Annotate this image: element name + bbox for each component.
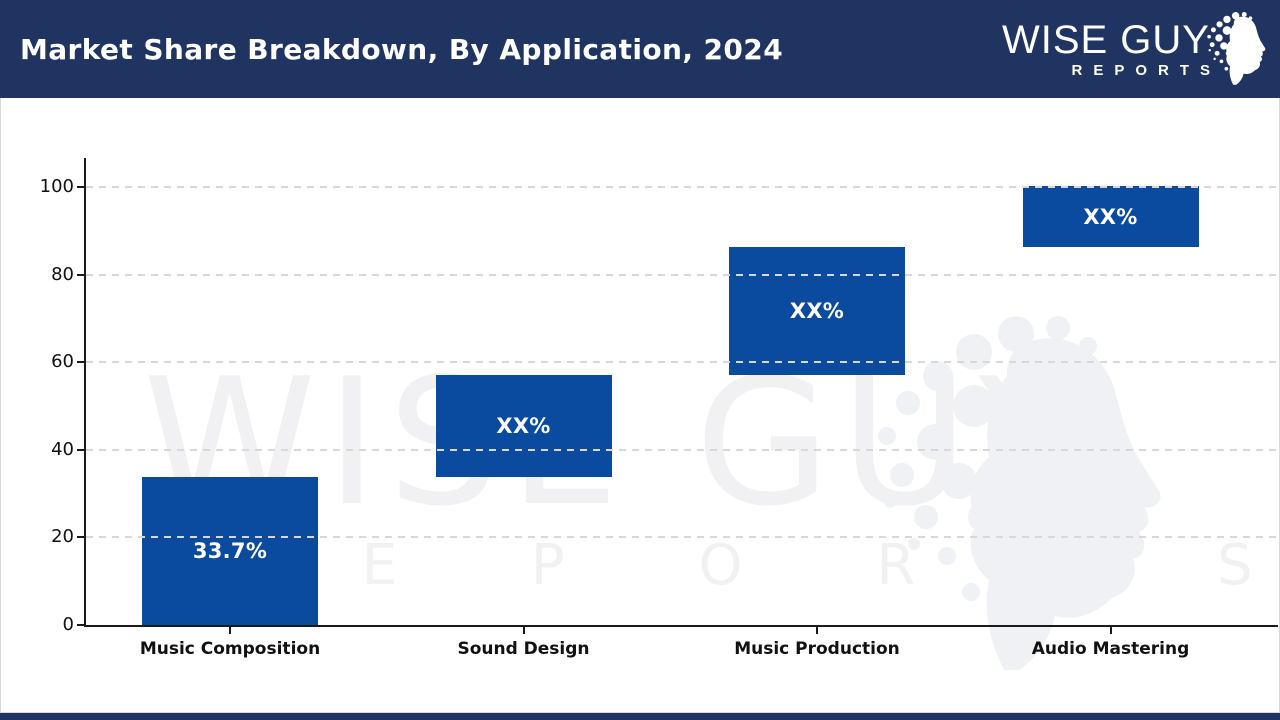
brand-wordmark: WISE GUY REPORTS bbox=[1002, 20, 1210, 78]
y-axis-tick bbox=[77, 536, 85, 539]
y-axis-line bbox=[84, 158, 86, 627]
brand-logo: WISE GUY REPORTS bbox=[1002, 12, 1280, 86]
brand-name: WISE GUY bbox=[1001, 18, 1210, 62]
x-axis-tick bbox=[522, 627, 525, 634]
gridline bbox=[86, 186, 1278, 188]
bar-value-label: 33.7% bbox=[192, 539, 268, 564]
gridline bbox=[86, 448, 1278, 451]
y-axis-tick-label: 100 bbox=[39, 176, 74, 197]
bar-value-label: XX% bbox=[496, 414, 551, 439]
page-title: Market Share Breakdown, By Application, … bbox=[20, 32, 784, 66]
y-axis-tick-label: 0 bbox=[62, 614, 74, 635]
gridline bbox=[86, 361, 1278, 364]
y-axis-tick-label: 40 bbox=[51, 438, 74, 460]
x-axis-category-label: Music Production bbox=[734, 639, 900, 659]
x-axis-tick bbox=[816, 627, 818, 634]
x-axis-tick bbox=[229, 627, 231, 634]
watermark-head-profile-icon bbox=[878, 316, 1161, 670]
y-axis-tick bbox=[77, 624, 85, 626]
gridline bbox=[86, 273, 1278, 276]
y-axis-tick bbox=[77, 361, 85, 364]
y-axis-tick bbox=[77, 448, 85, 451]
x-axis-tick bbox=[1109, 627, 1112, 634]
brand-subtitle: REPORTS bbox=[1071, 62, 1221, 79]
y-axis-tick-label: 80 bbox=[51, 263, 74, 285]
header-bar: Market Share Breakdown, By Application, … bbox=[0, 0, 1280, 98]
bar-audio-mastering: XX% bbox=[1022, 185, 1199, 248]
x-axis-category-label: Audio Mastering bbox=[1031, 639, 1190, 659]
x-axis-category-label: Music Composition bbox=[139, 639, 321, 659]
bar-value-label: XX% bbox=[789, 299, 845, 324]
bar-value-label: XX% bbox=[1083, 204, 1138, 229]
bar-sound-design: XX% bbox=[435, 375, 612, 478]
bar-music-production: XX% bbox=[729, 247, 905, 376]
bar-music-composition: 33.7% bbox=[142, 477, 318, 625]
head-profile-icon bbox=[1207, 12, 1266, 85]
x-axis-line bbox=[84, 625, 1278, 627]
y-axis-tick-label: 60 bbox=[51, 351, 74, 373]
gridline bbox=[86, 536, 1278, 539]
y-axis-tick-label: 20 bbox=[51, 526, 74, 548]
footer-bar bbox=[0, 713, 1280, 720]
y-axis-tick bbox=[77, 186, 85, 188]
y-axis-tick bbox=[77, 273, 85, 276]
x-axis-category-label: Sound Design bbox=[457, 639, 590, 659]
